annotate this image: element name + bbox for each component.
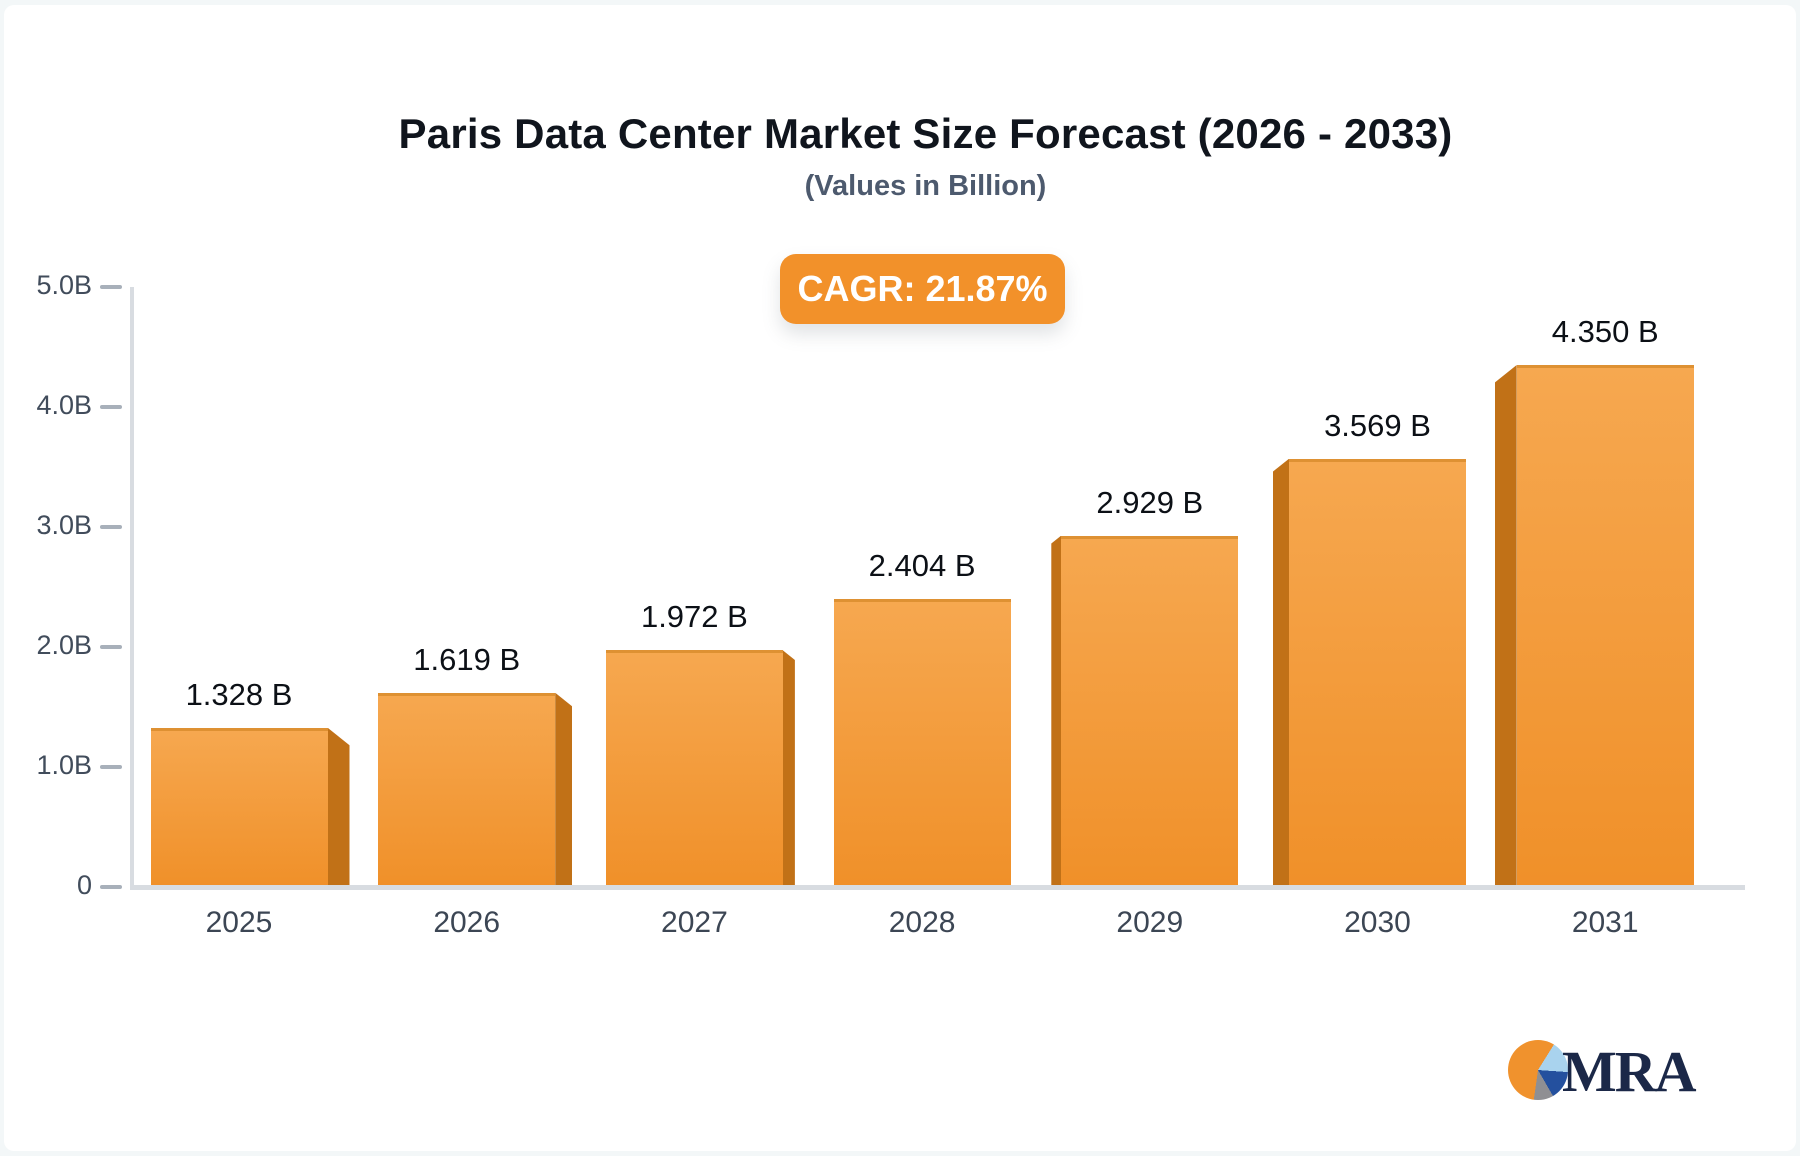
bar-2031	[1516, 365, 1694, 887]
x-axis-label-2026: 2026	[433, 906, 501, 939]
y-axis-tick	[100, 645, 122, 649]
bar-side-face-2027	[782, 650, 795, 887]
bar-value-label-2028: 2.404 B	[868, 547, 976, 583]
y-axis-tick-label: 1.0B	[36, 750, 92, 780]
y-axis-line	[130, 287, 134, 889]
y-axis-tick	[100, 525, 122, 529]
bar-side-face-2030	[1273, 458, 1289, 887]
y-axis-tick-label: 4.0B	[36, 390, 92, 420]
bar-2025	[150, 727, 328, 887]
y-axis-tick	[100, 405, 122, 409]
x-axis-label-2025: 2025	[205, 906, 273, 939]
bar-value-label-2031: 4.350 B	[1551, 314, 1659, 349]
y-axis-tick	[100, 885, 122, 889]
mra-logo-text: MRA	[1562, 1039, 1697, 1104]
x-axis-line	[130, 885, 1745, 890]
bar-2028	[833, 598, 1011, 887]
y-axis-tick	[100, 285, 122, 289]
bar-side-face-2029	[1051, 535, 1062, 887]
y-axis-tick-label: 2.0B	[36, 630, 92, 660]
x-axis-label-2028: 2028	[888, 906, 956, 939]
bar-value-label-2025: 1.328 B	[185, 676, 293, 712]
bar-value-label-2027: 1.972 B	[640, 599, 748, 635]
pie-chart-icon	[1508, 1040, 1568, 1100]
x-axis-label-2031: 2031	[1571, 906, 1639, 939]
chart-subtitle: (Values in Billion)	[804, 170, 1047, 202]
bar-2029	[1061, 535, 1239, 887]
x-axis-label-2027: 2027	[661, 906, 728, 939]
x-axis-label-2030: 2030	[1344, 906, 1411, 939]
bar-value-label-2026: 1.619 B	[413, 641, 521, 677]
y-axis-tick	[100, 765, 122, 769]
bar-2030	[1289, 458, 1466, 887]
mra-logo: MRA	[1506, 1032, 1746, 1112]
bar-2026	[378, 692, 556, 887]
x-axis-label-2029: 2029	[1116, 906, 1184, 939]
y-axis-tick-label: 0	[76, 870, 92, 900]
cagr-badge: CAGR: 21.87%	[780, 254, 1065, 324]
chart-title: Paris Data Center Market Size Forecast (…	[398, 110, 1453, 157]
bar-side-face-2026	[555, 692, 573, 887]
bar-value-label-2030: 3.569 B	[1324, 407, 1431, 443]
bar-side-face-2031	[1494, 365, 1517, 887]
bar-2027	[605, 650, 783, 887]
y-axis-tick-label: 3.0B	[36, 510, 92, 540]
bar-value-label-2029: 2.929 B	[1096, 484, 1204, 520]
bar-side-face-2025	[327, 727, 350, 887]
y-axis-tick-label: 5.0B	[36, 270, 92, 300]
